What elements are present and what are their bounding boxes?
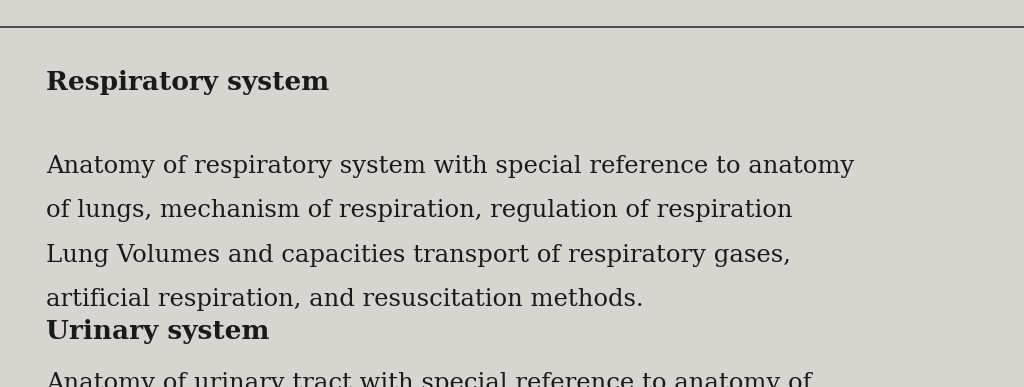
Text: Lung Volumes and capacities transport of respiratory gases,: Lung Volumes and capacities transport of… xyxy=(46,244,791,267)
Text: artificial respiration, and resuscitation methods.: artificial respiration, and resuscitatio… xyxy=(46,288,644,311)
Text: Anatomy of respiratory system with special reference to anatomy: Anatomy of respiratory system with speci… xyxy=(46,155,854,178)
Text: of lungs, mechanism of respiration, regulation of respiration: of lungs, mechanism of respiration, regu… xyxy=(46,199,793,222)
Text: Anatomy of urinary tract with special reference to anatomy of: Anatomy of urinary tract with special re… xyxy=(46,372,812,387)
Text: Urinary system: Urinary system xyxy=(46,319,269,344)
Text: Respiratory system: Respiratory system xyxy=(46,70,330,95)
